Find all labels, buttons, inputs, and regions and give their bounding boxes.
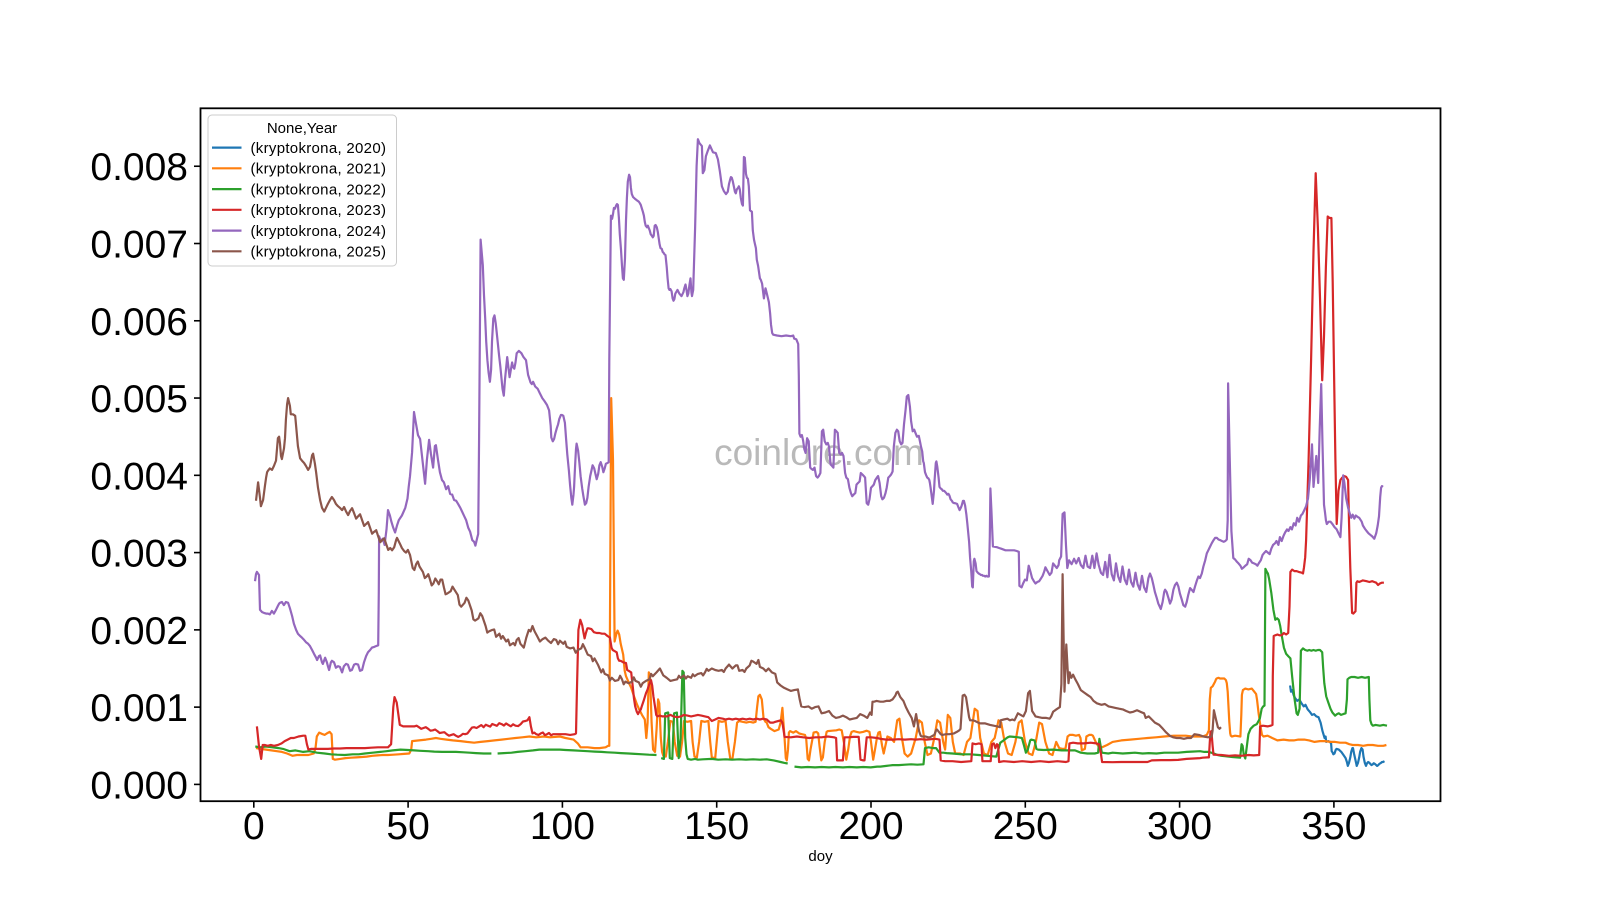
svg-text:100: 100 xyxy=(530,805,595,848)
svg-text:coinlore.com: coinlore.com xyxy=(714,432,924,473)
svg-text:0.004: 0.004 xyxy=(90,455,188,498)
svg-text:doy: doy xyxy=(808,848,833,865)
svg-text:(kryptokrona, 2022): (kryptokrona, 2022) xyxy=(251,181,387,198)
svg-text:None,Year: None,Year xyxy=(267,120,337,137)
svg-text:50: 50 xyxy=(386,805,429,848)
svg-text:(kryptokrona, 2021): (kryptokrona, 2021) xyxy=(251,161,387,178)
svg-text:0.003: 0.003 xyxy=(90,533,188,576)
svg-text:0.007: 0.007 xyxy=(90,224,188,267)
svg-text:(kryptokrona, 2020): (kryptokrona, 2020) xyxy=(251,140,387,157)
svg-text:(kryptokrona, 2024): (kryptokrona, 2024) xyxy=(251,223,387,240)
svg-text:0.005: 0.005 xyxy=(90,378,188,421)
svg-text:0.000: 0.000 xyxy=(90,764,188,807)
svg-text:200: 200 xyxy=(838,805,903,848)
svg-text:0.008: 0.008 xyxy=(90,146,188,189)
svg-text:0.006: 0.006 xyxy=(90,301,188,344)
svg-text:0: 0 xyxy=(243,805,265,848)
svg-text:(kryptokrona, 2025): (kryptokrona, 2025) xyxy=(251,244,387,261)
svg-text:0.001: 0.001 xyxy=(90,687,188,730)
svg-text:(kryptokrona, 2023): (kryptokrona, 2023) xyxy=(251,202,387,219)
svg-text:250: 250 xyxy=(993,805,1058,848)
svg-text:300: 300 xyxy=(1147,805,1212,848)
svg-text:350: 350 xyxy=(1301,805,1366,848)
svg-text:0.002: 0.002 xyxy=(90,610,188,653)
svg-text:150: 150 xyxy=(684,805,749,848)
